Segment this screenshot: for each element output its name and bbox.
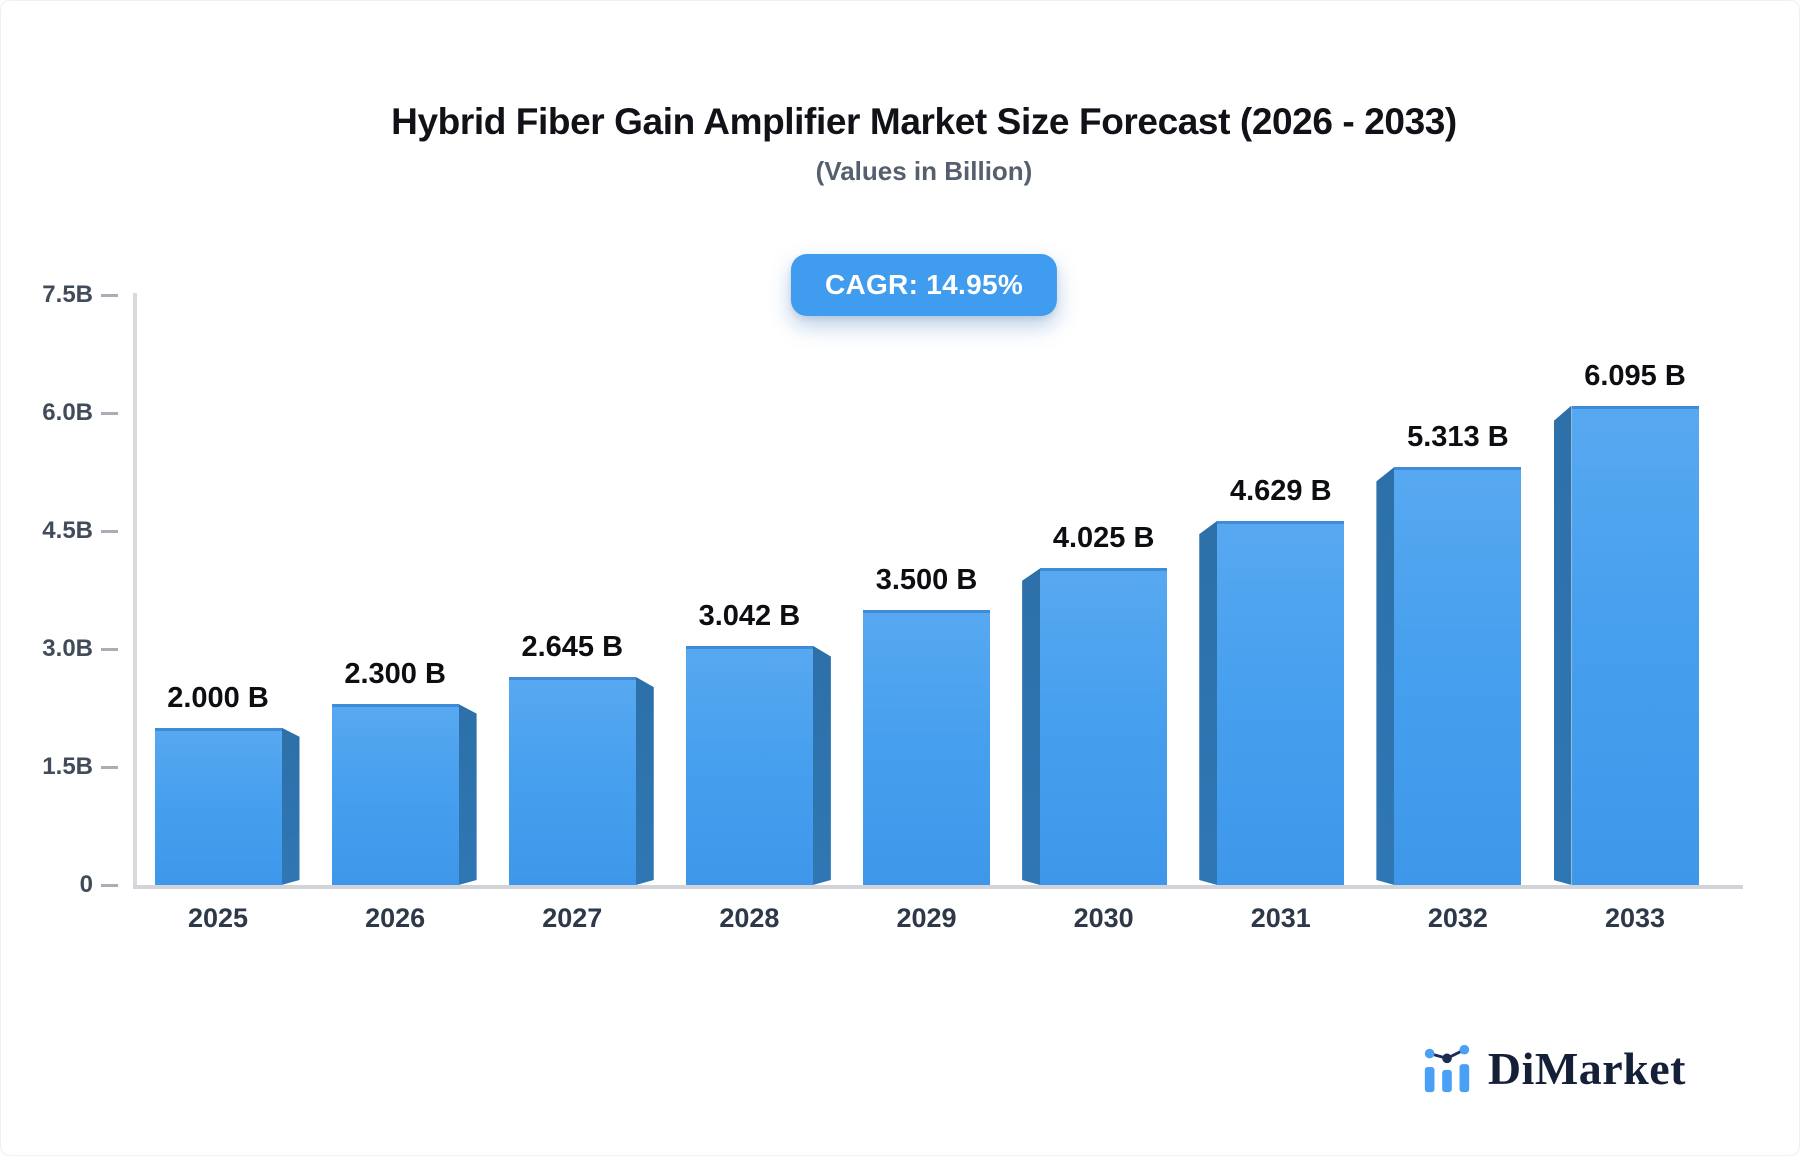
bar-side-2027 [636,677,654,885]
logo-text: DiMarket [1487,1042,1686,1094]
bar-side-2032 [1376,467,1394,885]
bar-2028 [685,645,813,885]
bar-2031 [1217,520,1345,885]
bar-2032 [1394,467,1522,885]
bar-value-label-2025: 2.000 B [167,681,269,714]
logo-bar-line-chart-icon [1424,1044,1470,1093]
x-axis-label-2028: 2028 [719,903,780,933]
dimarket-logo: DiMarket [1420,1041,1686,1095]
bar-side-2025 [282,728,300,885]
y-axis-label-1.5B: 1.5B [42,753,93,780]
bar-value-label-2026: 2.300 B [344,658,446,691]
bar-side-2028 [813,646,831,885]
y-axis-label-7.5B: 7.5B [42,281,93,308]
y-axis-tick-7.5B [101,293,118,297]
y-axis-tick-6.0B [101,411,118,415]
y-axis-label-0: 0 [79,871,93,898]
bar-value-label-2028: 3.042 B [698,599,801,632]
bar-value-label-2033: 6.095 B [1584,359,1686,392]
y-axis-tick-3.0B [101,647,118,651]
y-axis-tick-0 [101,883,118,887]
bar-2030 [1040,568,1168,885]
bar-side-2033 [1554,406,1572,885]
bar-2027 [508,676,636,885]
y-axis-label-3.0B: 3.0B [42,635,93,662]
bar-value-label-2027: 2.645 B [521,630,624,663]
y-axis-line [133,293,137,888]
bar-2026 [331,704,459,885]
bar-value-label-2029: 3.500 B [875,563,978,596]
bar-value-label-2031: 4.629 B [1229,474,1332,507]
chart-subtitle: (Values in Billion) [815,156,1033,186]
x-axis-label-2027: 2027 [542,903,603,933]
bar-2025 [154,727,282,885]
bar-side-2026 [459,704,477,885]
x-axis-label-2030: 2030 [1073,903,1134,933]
x-axis-label-2032: 2032 [1427,903,1488,933]
bar-value-label-2032: 5.313 B [1407,421,1509,454]
y-axis-tick-1.5B [101,765,118,769]
y-axis-tick-4.5B [101,529,118,533]
bar-side-2031 [1199,521,1217,885]
x-axis-line [133,885,1743,889]
x-axis-label-2031: 2031 [1250,903,1311,933]
x-axis-label-2025: 2025 [187,903,249,933]
y-axis-label-6.0B: 6.0B [42,399,93,426]
cagr-badge: CAGR: 14.95% [790,254,1058,316]
x-axis-label-2029: 2029 [896,903,957,933]
bar-side-2030 [1022,568,1040,885]
bar-2033 [1571,405,1699,885]
chart-title: Hybrid Fiber Gain Amplifier Market Size … [391,101,1457,142]
y-axis-label-4.5B: 4.5B [42,517,93,544]
bar-2029 [863,609,990,885]
x-axis-label-2033: 2033 [1604,903,1666,933]
x-axis-label-2026: 2026 [365,903,426,933]
bar-value-label-2030: 4.025 B [1052,522,1155,555]
